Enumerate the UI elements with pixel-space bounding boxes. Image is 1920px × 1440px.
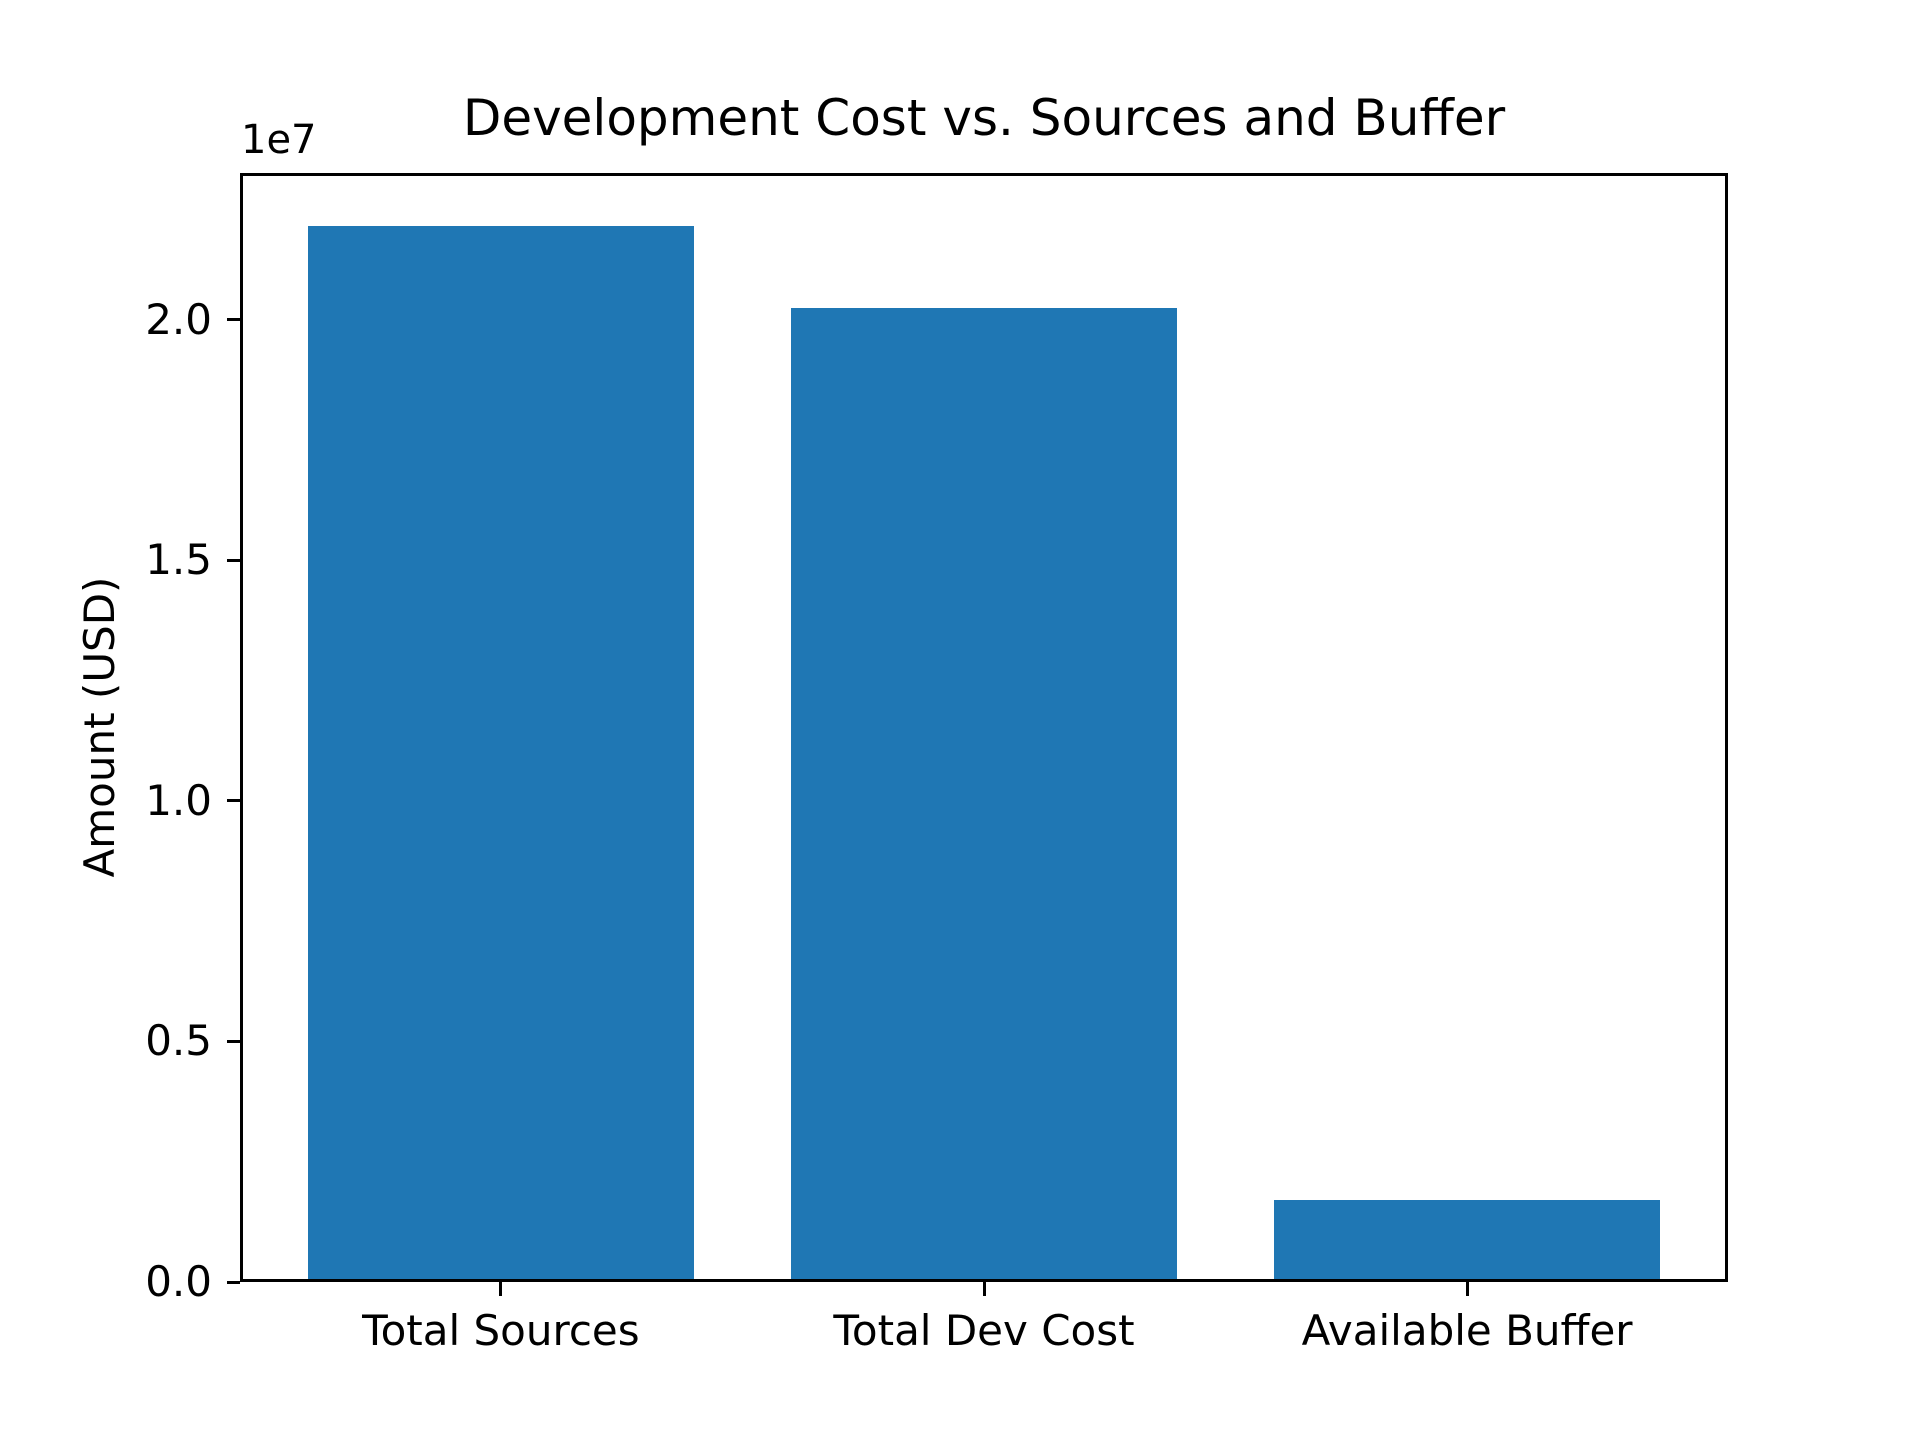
chart-title: Development Cost vs. Sources and Buffer: [462, 89, 1506, 147]
x-tick-label: Total Dev Cost: [833, 1306, 1135, 1355]
bar-total-sources: [307, 225, 695, 1282]
x-tick-mark: [982, 1282, 986, 1296]
x-tick-label: Total Sources: [362, 1306, 640, 1355]
y-tick-label: 1.5: [145, 535, 212, 585]
y-tick-label: 1.0: [145, 775, 212, 825]
x-tick-mark: [499, 1282, 503, 1296]
y-tick-label: 0.0: [145, 1257, 212, 1306]
y-axis-label: Amount (USD): [75, 576, 124, 878]
plot-area: [240, 173, 1728, 1282]
x-tick-mark: [1465, 1282, 1469, 1296]
y-axis-offset-text: 1e7: [241, 117, 317, 163]
x-tick-label: Available Buffer: [1301, 1306, 1633, 1355]
y-tick-mark: [227, 1280, 240, 1284]
y-tick-label: 0.5: [145, 1016, 212, 1066]
bar-total-dev-cost: [790, 307, 1178, 1282]
y-tick-mark: [227, 558, 240, 562]
y-tick-mark: [227, 318, 240, 322]
y-tick-label: 2.0: [145, 294, 212, 344]
y-tick-mark: [227, 799, 240, 803]
bar-available-buffer: [1273, 1200, 1661, 1282]
y-tick-mark: [227, 1039, 240, 1043]
